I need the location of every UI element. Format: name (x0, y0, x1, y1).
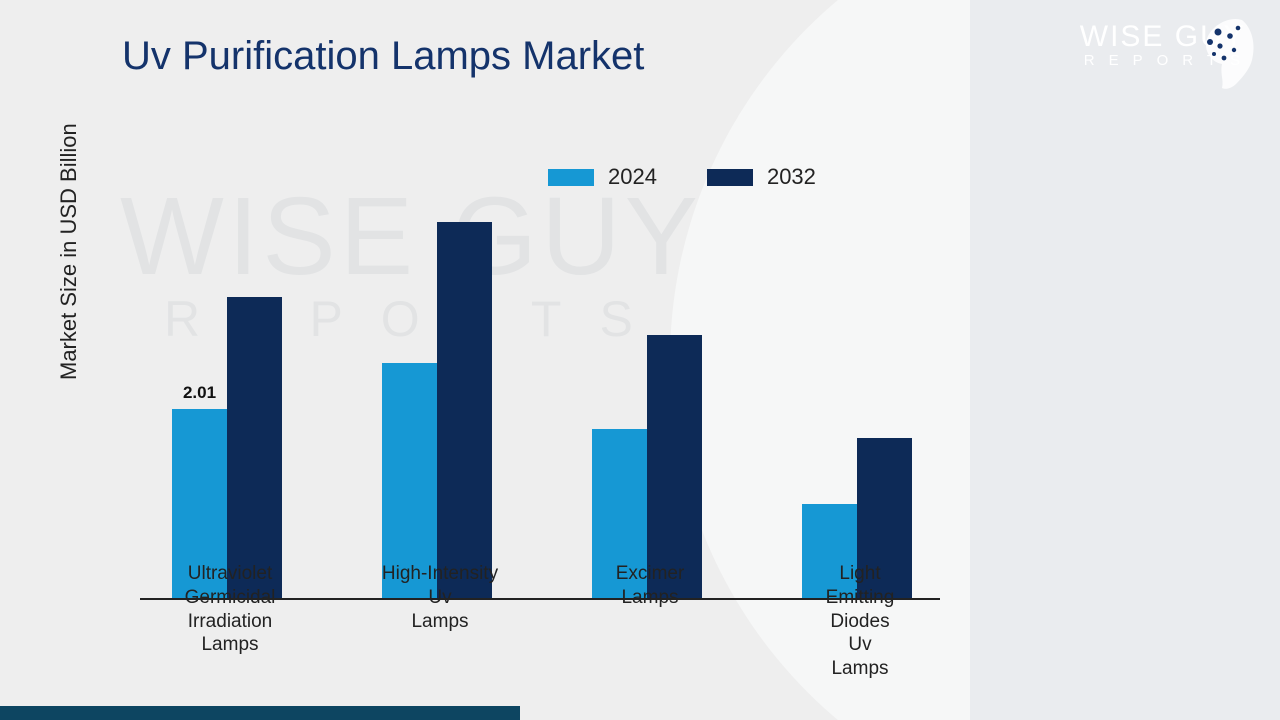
bar (227, 297, 282, 598)
x-axis-category-label: High-IntensityUvLamps (360, 562, 520, 633)
x-axis-category-label: ExcimerLamps (570, 562, 730, 610)
chart-title: Uv Purification Lamps Market (122, 34, 644, 79)
bar (647, 335, 702, 598)
x-axis-category-label: LightEmittingDiodesUvLamps (780, 562, 940, 681)
page: WISE GUY REPORTS Uv Purification Lamps M… (0, 0, 1280, 720)
bar (437, 222, 492, 598)
y-axis-label: Market Size in USD Billion (56, 123, 82, 380)
footer-accent-bar (0, 706, 520, 720)
brand-head-icon (1190, 14, 1260, 94)
brand-logo: WISE GUY REPORTS (1080, 20, 1254, 69)
x-axis-category-label: UltravioletGermicidalIrradiationLamps (150, 562, 310, 657)
bar-value-label: 2.01 (183, 383, 216, 403)
bar-chart: 2.01 UltravioletGermicidalIrradiationLam… (140, 160, 940, 600)
plot-area: 2.01 (140, 205, 940, 600)
